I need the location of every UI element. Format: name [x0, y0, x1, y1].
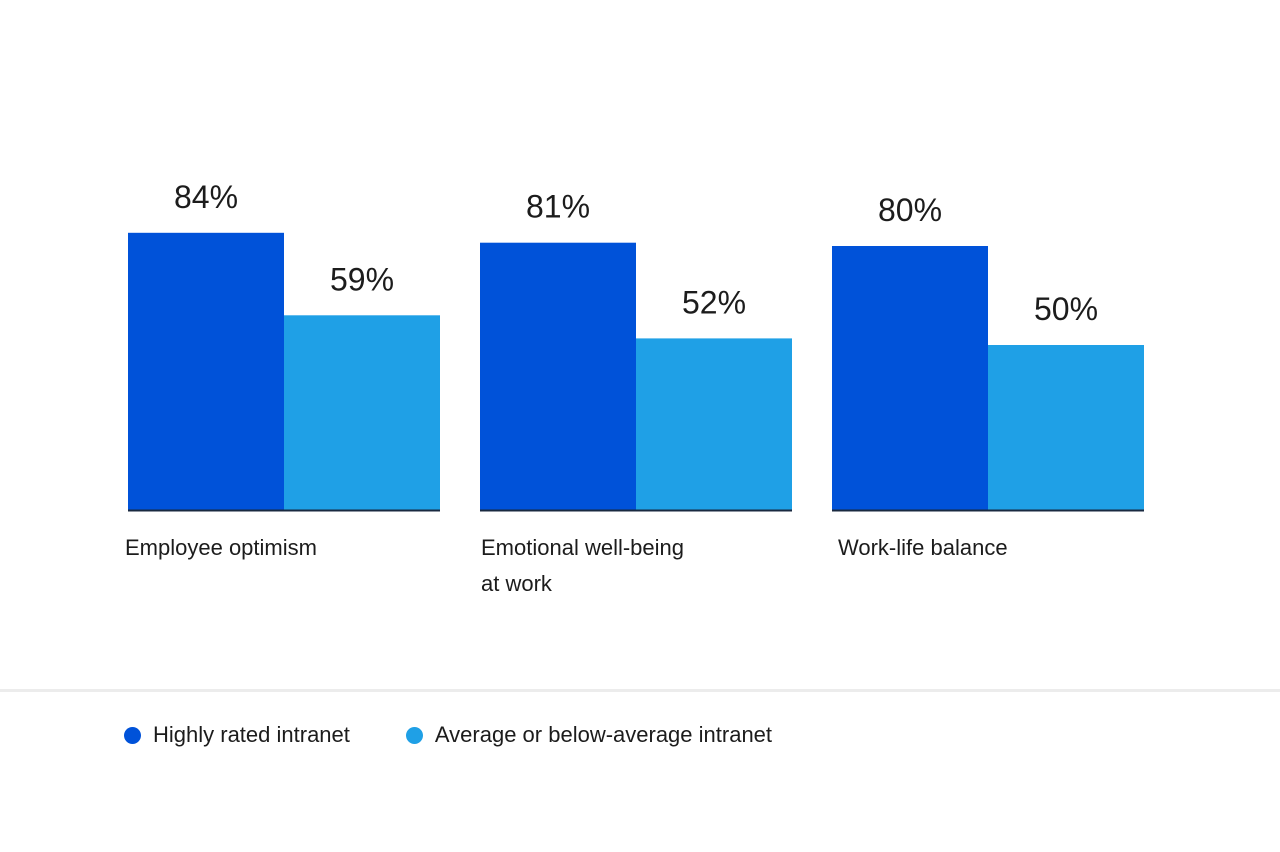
bar: [480, 242, 636, 510]
bar: [128, 232, 284, 511]
category-label-line: Emotional well-being: [481, 535, 684, 560]
bar: [832, 246, 988, 510]
category-label-2: Work-life balance: [838, 530, 1078, 566]
category-label-line: Employee optimism: [125, 535, 317, 560]
legend-item-average: Average or below-average intranet: [405, 718, 773, 752]
bar: [988, 345, 1144, 510]
legend-label: Average or below-average intranet: [434, 722, 773, 747]
data-label: 80%: [878, 192, 942, 228]
legend-item-highly-rated: Highly rated intranet: [124, 718, 350, 752]
legend-dot-icon: [124, 726, 141, 744]
bar: [636, 338, 792, 510]
legend: Highly rated intranet Average or below-a…: [124, 718, 772, 752]
bar-chart: 84% 59% 81% 52% 80% 50%: [128, 179, 1144, 512]
legend-dot-icon: [405, 726, 423, 744]
category-label-line: Work-life balance: [838, 535, 1008, 560]
data-label: 52%: [682, 284, 746, 320]
category-label-0: Employee optimism: [125, 530, 365, 566]
data-label: 50%: [1034, 291, 1098, 327]
data-label: 81%: [526, 189, 590, 225]
category-label-1: Emotional well-being at work: [481, 530, 721, 602]
data-label: 84%: [174, 179, 238, 215]
divider: [0, 689, 1280, 692]
legend-label: Highly rated intranet: [153, 722, 350, 747]
data-label: 59%: [330, 261, 394, 297]
category-label-line: at work: [481, 571, 552, 596]
bar: [284, 315, 440, 510]
